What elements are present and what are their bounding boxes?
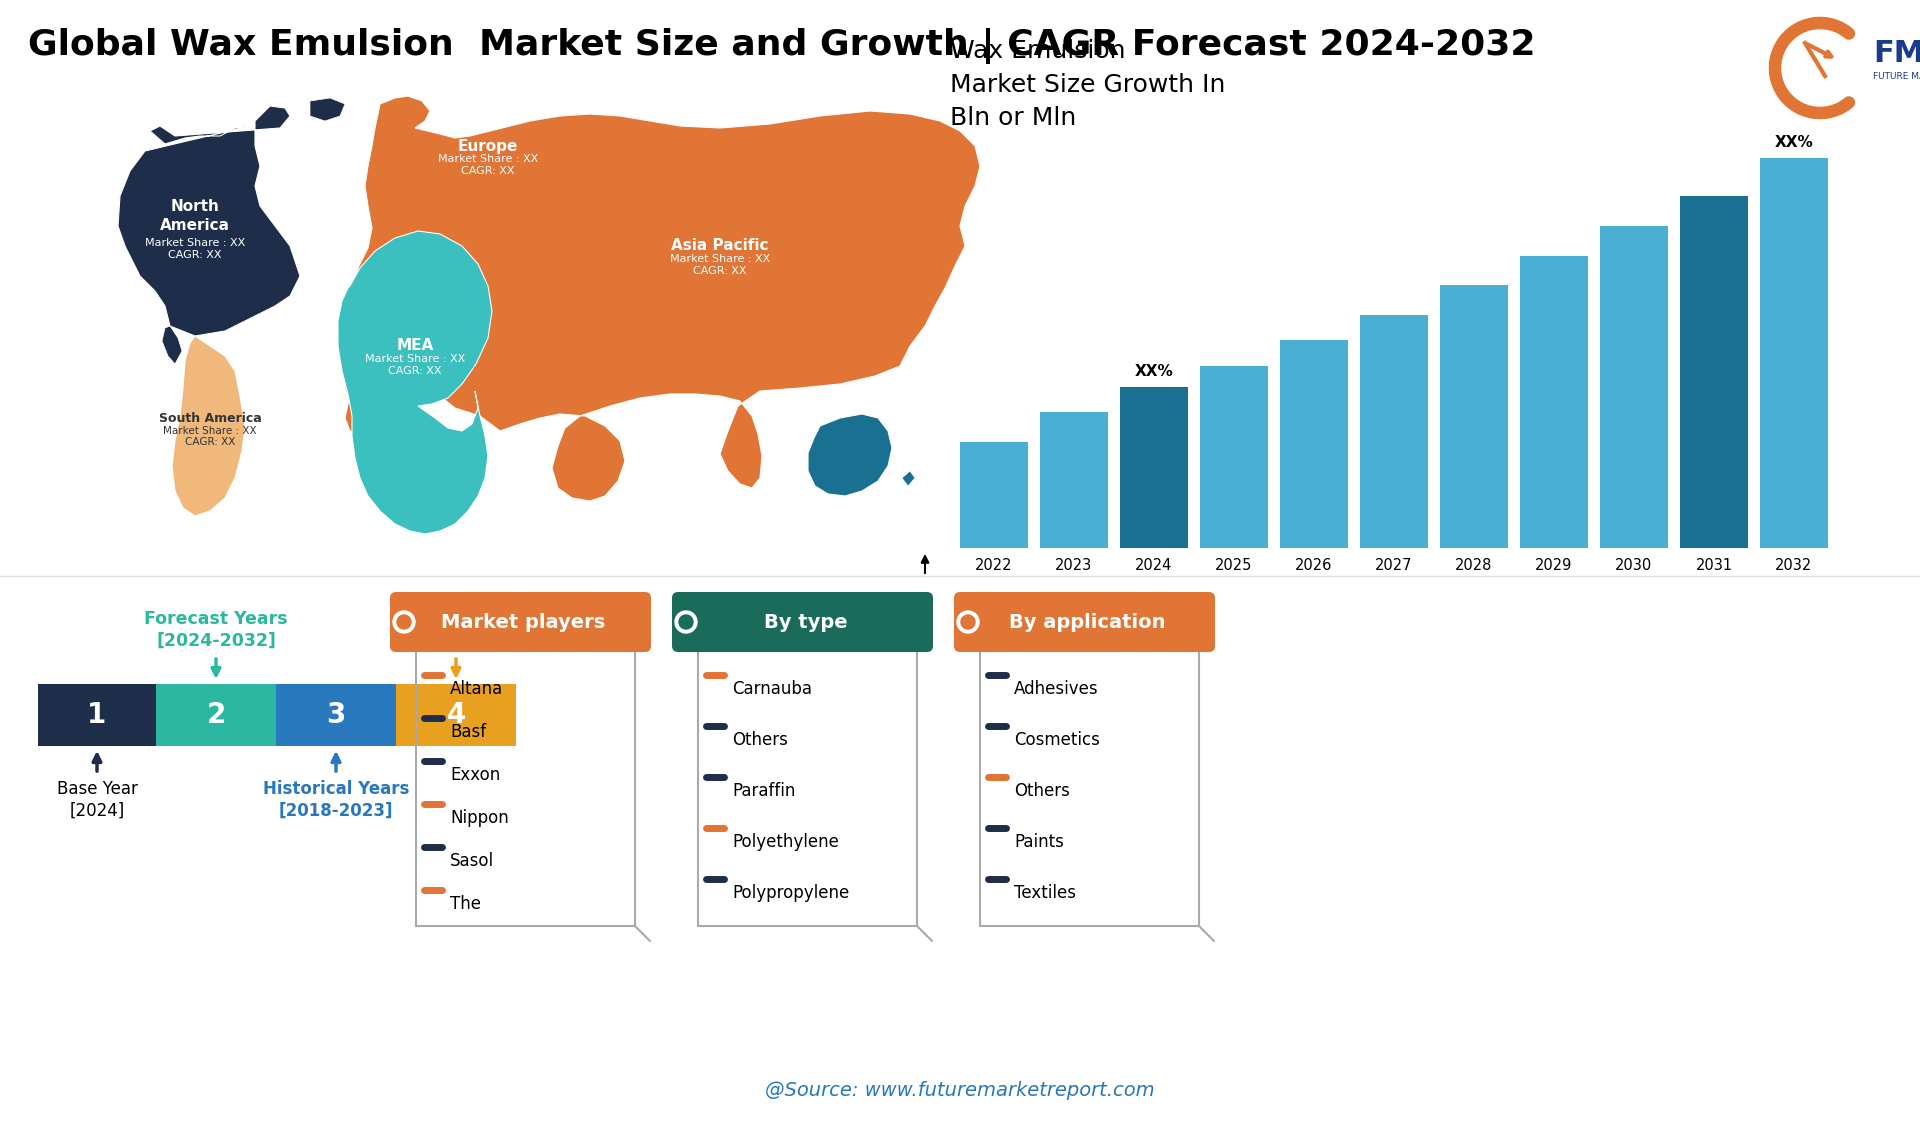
Text: CAGR: XX: CAGR: XX [184, 437, 234, 447]
Circle shape [397, 615, 411, 629]
Bar [960, 442, 1027, 548]
Bar [38, 684, 156, 746]
Text: MEA: MEA [396, 338, 434, 353]
Circle shape [962, 615, 975, 629]
Bar [396, 684, 516, 746]
Text: 1: 1 [88, 701, 108, 729]
Text: South America: South America [159, 413, 261, 425]
Polygon shape [346, 96, 979, 501]
Text: Wax Emulsion
Market Size Growth In
Bln or Mln: Wax Emulsion Market Size Growth In Bln o… [950, 39, 1225, 129]
Text: 2025: 2025 [1215, 558, 1252, 573]
Text: North
America: North America [159, 199, 230, 233]
Text: Cosmetics: Cosmetics [1014, 731, 1100, 748]
Polygon shape [338, 231, 492, 534]
Bar [1359, 315, 1428, 548]
Text: Basf: Basf [449, 723, 486, 741]
Text: 2026: 2026 [1296, 558, 1332, 573]
Text: Adhesives: Adhesives [1014, 680, 1098, 698]
Text: Exxon: Exxon [449, 767, 501, 784]
Text: Market players: Market players [442, 612, 605, 631]
Polygon shape [173, 336, 246, 516]
Text: Others: Others [1014, 782, 1069, 800]
Bar [156, 684, 276, 746]
Text: Paraffin: Paraffin [732, 782, 795, 800]
Text: FUTURE MARKET REPORT: FUTURE MARKET REPORT [1874, 72, 1920, 81]
Polygon shape [902, 471, 916, 486]
Text: Sasol: Sasol [449, 853, 493, 870]
FancyBboxPatch shape [954, 592, 1215, 652]
Text: Asia Pacific: Asia Pacific [672, 238, 768, 253]
Text: Market Share : XX: Market Share : XX [144, 238, 246, 248]
Text: Others: Others [732, 731, 787, 748]
Text: Carnauba: Carnauba [732, 680, 812, 698]
Text: 2029: 2029 [1536, 558, 1572, 573]
Polygon shape [309, 99, 346, 121]
Text: By application: By application [1010, 612, 1165, 631]
Text: Market Share : XX: Market Share : XX [670, 254, 770, 264]
Bar [1761, 158, 1828, 548]
Text: 2031: 2031 [1695, 558, 1732, 573]
Text: 2022: 2022 [975, 558, 1012, 573]
Circle shape [680, 615, 693, 629]
Text: CAGR: XX: CAGR: XX [461, 166, 515, 176]
Circle shape [956, 611, 979, 633]
Bar [1521, 256, 1588, 548]
Bar [1119, 387, 1188, 548]
Polygon shape [117, 105, 300, 336]
Text: Polypropylene: Polypropylene [732, 884, 849, 902]
Text: XX%: XX% [1135, 364, 1173, 379]
Bar [276, 684, 396, 746]
Bar [1041, 413, 1108, 548]
Text: XX%: XX% [1774, 135, 1812, 150]
Text: Altana: Altana [449, 680, 503, 698]
Text: Historical Years
[2018-2023]: Historical Years [2018-2023] [263, 780, 409, 821]
Bar [1680, 196, 1747, 548]
Text: Market Share : XX: Market Share : XX [163, 426, 257, 435]
Text: Forecast Years
[2024-2032]: Forecast Years [2024-2032] [144, 610, 288, 650]
Text: @Source: www.futuremarketreport.com: @Source: www.futuremarketreport.com [766, 1082, 1154, 1100]
Text: 3: 3 [326, 701, 346, 729]
Bar [1200, 366, 1267, 548]
Text: Global Wax Emulsion  Market Size and Growth | CAGR Forecast 2024-2032: Global Wax Emulsion Market Size and Grow… [29, 28, 1536, 64]
Text: The: The [449, 895, 482, 913]
FancyBboxPatch shape [672, 592, 933, 652]
Text: 2023: 2023 [1056, 558, 1092, 573]
Text: 2032: 2032 [1776, 558, 1812, 573]
Bar [1599, 226, 1668, 548]
Text: Textiles: Textiles [1014, 884, 1075, 902]
Text: 4: 4 [445, 701, 467, 729]
Bar [1281, 340, 1348, 548]
Text: Base Year
[2024]: Base Year [2024] [56, 780, 138, 821]
FancyBboxPatch shape [390, 592, 651, 652]
Circle shape [676, 611, 697, 633]
Text: 2024: 2024 [1135, 558, 1173, 573]
Text: Polyethylene: Polyethylene [732, 833, 839, 850]
Text: By type: By type [764, 612, 847, 631]
Text: Market Share : XX: Market Share : XX [438, 154, 538, 164]
Text: FMR: FMR [1874, 39, 1920, 69]
Circle shape [394, 611, 415, 633]
Text: CAGR: XX: CAGR: XX [169, 250, 221, 260]
Text: Paints: Paints [1014, 833, 1064, 850]
Polygon shape [161, 325, 182, 364]
Text: CAGR: XX: CAGR: XX [388, 366, 442, 376]
Text: 2027: 2027 [1375, 558, 1413, 573]
Text: Nippon: Nippon [449, 809, 509, 827]
Text: CAGR
XX%%: CAGR XX%% [426, 610, 486, 650]
Polygon shape [808, 414, 893, 496]
Text: 2030: 2030 [1615, 558, 1653, 573]
Text: 2: 2 [205, 701, 227, 729]
Text: Europe: Europe [457, 139, 518, 154]
Text: 2028: 2028 [1455, 558, 1492, 573]
Bar [1440, 285, 1507, 548]
Text: Market Share : XX: Market Share : XX [365, 354, 465, 364]
Text: CAGR: XX: CAGR: XX [693, 266, 747, 276]
